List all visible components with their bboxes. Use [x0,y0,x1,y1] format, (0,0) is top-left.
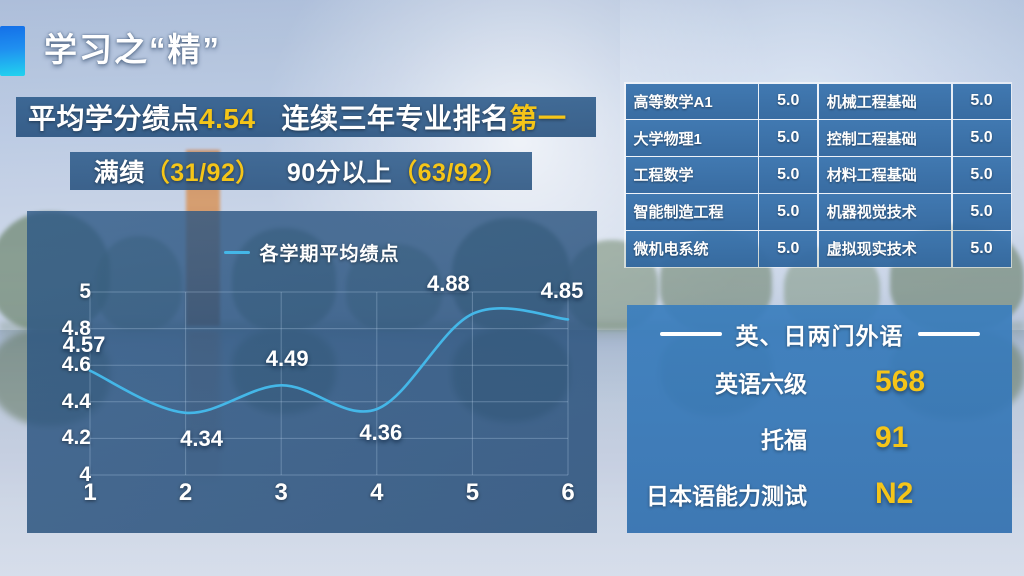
course-score-cell: 5.0 [759,231,818,267]
gpa-trend-chart-panel: 各学期平均绩点 5 4.8 4.6 4.4 4.2 4 4.57 4.34 4.49 4.36 4… [27,211,597,533]
chart-y-tick: 4.8 [61,316,91,340]
language-panel-header: 英、日两门外语 [627,317,1012,351]
language-score: 568 [875,365,926,398]
score-distribution-banner: 满绩（31/92） 90分以上（63/92） [70,152,532,190]
chart-gridlines [89,291,569,476]
language-score-row: 日本语能力测试 N2 [627,471,1012,517]
rank-value: 第一 [509,103,567,134]
language-score: N2 [875,477,914,510]
full-score-label: 满绩 [93,159,145,187]
language-certificates-panel: 英、日两门外语 英语六级 568 托福 91 日本语能力测试 N2 [627,305,1012,533]
course-name-cell: 机械工程基础 [818,83,951,119]
legend-label: 各学期平均绩点 [259,244,400,265]
course-name-cell: 控制工程基础 [818,120,951,156]
chart-y-tick: 4.2 [61,426,91,450]
course-name-cell: 大学物理1 [625,120,758,156]
above90-label: 90分以上 [286,159,393,187]
course-name-cell: 虚拟现实技术 [818,231,951,267]
course-score-cell: 5.0 [759,194,818,230]
chart-point-label: 4.85 [540,278,584,304]
divider-line-right [917,332,980,336]
language-score-row: 英语六级 568 [627,359,1012,405]
chart-y-axis-labels: 5 4.8 4.6 4.4 4.2 4 [33,277,91,490]
language-name: 托福 [761,427,807,453]
page-title: 学习之“精” [44,31,221,68]
chart-series-line [88,307,570,415]
chart-point-label: 4.49 [265,346,309,372]
gpa-prefix-label: 平均学分绩点 [28,103,200,134]
course-name-cell: 微机电系统 [625,231,758,267]
course-score-table: 高等数学A1 5.0 机械工程基础 5.0 大学物理1 5.0 控制工程基础 5.0 工程数学 5… [624,82,1012,268]
chart-x-tick: 4 [370,479,384,506]
chart-point-label: 4.36 [359,420,403,446]
chart-y-tick: 4.4 [61,389,91,413]
chart-x-tick: 5 [465,479,480,506]
language-panel-title: 英、日两门外语 [735,323,904,349]
chart-y-tick: 5 [79,280,91,303]
gpa-value: 4.54 [199,103,256,134]
chart-svg [88,291,570,476]
title-accent-bar [0,26,25,76]
course-name-cell: 高等数学A1 [625,83,758,119]
chart-y-tick: 4.6 [61,353,91,377]
chart-point-label: 4.57 [62,331,106,357]
language-name: 日本语能力测试 [646,483,807,509]
chart-x-tick: 3 [274,479,288,506]
course-score-cell: 5.0 [952,83,1011,119]
course-name-cell: 工程数学 [625,157,758,193]
chart-plot-area: 4.57 4.34 4.49 4.36 4.88 4.85 [63,271,583,476]
chart-legend: 各学期平均绩点 [27,239,597,266]
course-score-cell: 5.0 [952,120,1011,156]
course-score-cell: 5.0 [952,157,1011,193]
language-name: 英语六级 [715,371,807,397]
course-score-cell: 5.0 [759,120,818,156]
course-name-cell: 材料工程基础 [818,157,951,193]
above90-value: （63/92） [392,159,509,187]
course-score-cell: 5.0 [759,83,818,119]
course-name-cell: 机器视觉技术 [818,194,951,230]
chart-x-tick: 1 [83,479,97,506]
chart-x-tick: 6 [561,479,575,506]
language-score-list: 英语六级 568 托福 91 日本语能力测试 N2 [627,359,1012,531]
chart-point-label: 4.88 [426,270,470,296]
full-score-value: （31/92） [144,159,261,187]
chart-y-tick: 4 [79,463,91,486]
rank-prefix-label: 连续三年专业排名 [281,103,510,134]
course-score-cell: 5.0 [952,194,1011,230]
chart-x-axis-labels: 1 2 3 4 5 6 [27,479,597,513]
divider-line-left [659,332,722,336]
course-score-cell: 5.0 [759,157,818,193]
gpa-banner: 平均学分绩点4.54 连续三年专业排名第一 [16,97,596,137]
chart-x-tick: 2 [178,479,193,506]
course-name-cell: 智能制造工程 [625,194,758,230]
language-score-row: 托福 91 [627,415,1012,461]
course-score-cell: 5.0 [952,231,1011,267]
language-score: 91 [875,421,909,454]
score-distribution-text: 满绩（31/92） 90分以上（63/92） [94,153,508,189]
legend-line-swatch-icon [224,251,251,254]
chart-point-label: 4.34 [180,425,224,451]
gpa-banner-text: 平均学分绩点4.54 连续三年专业排名第一 [16,97,567,137]
